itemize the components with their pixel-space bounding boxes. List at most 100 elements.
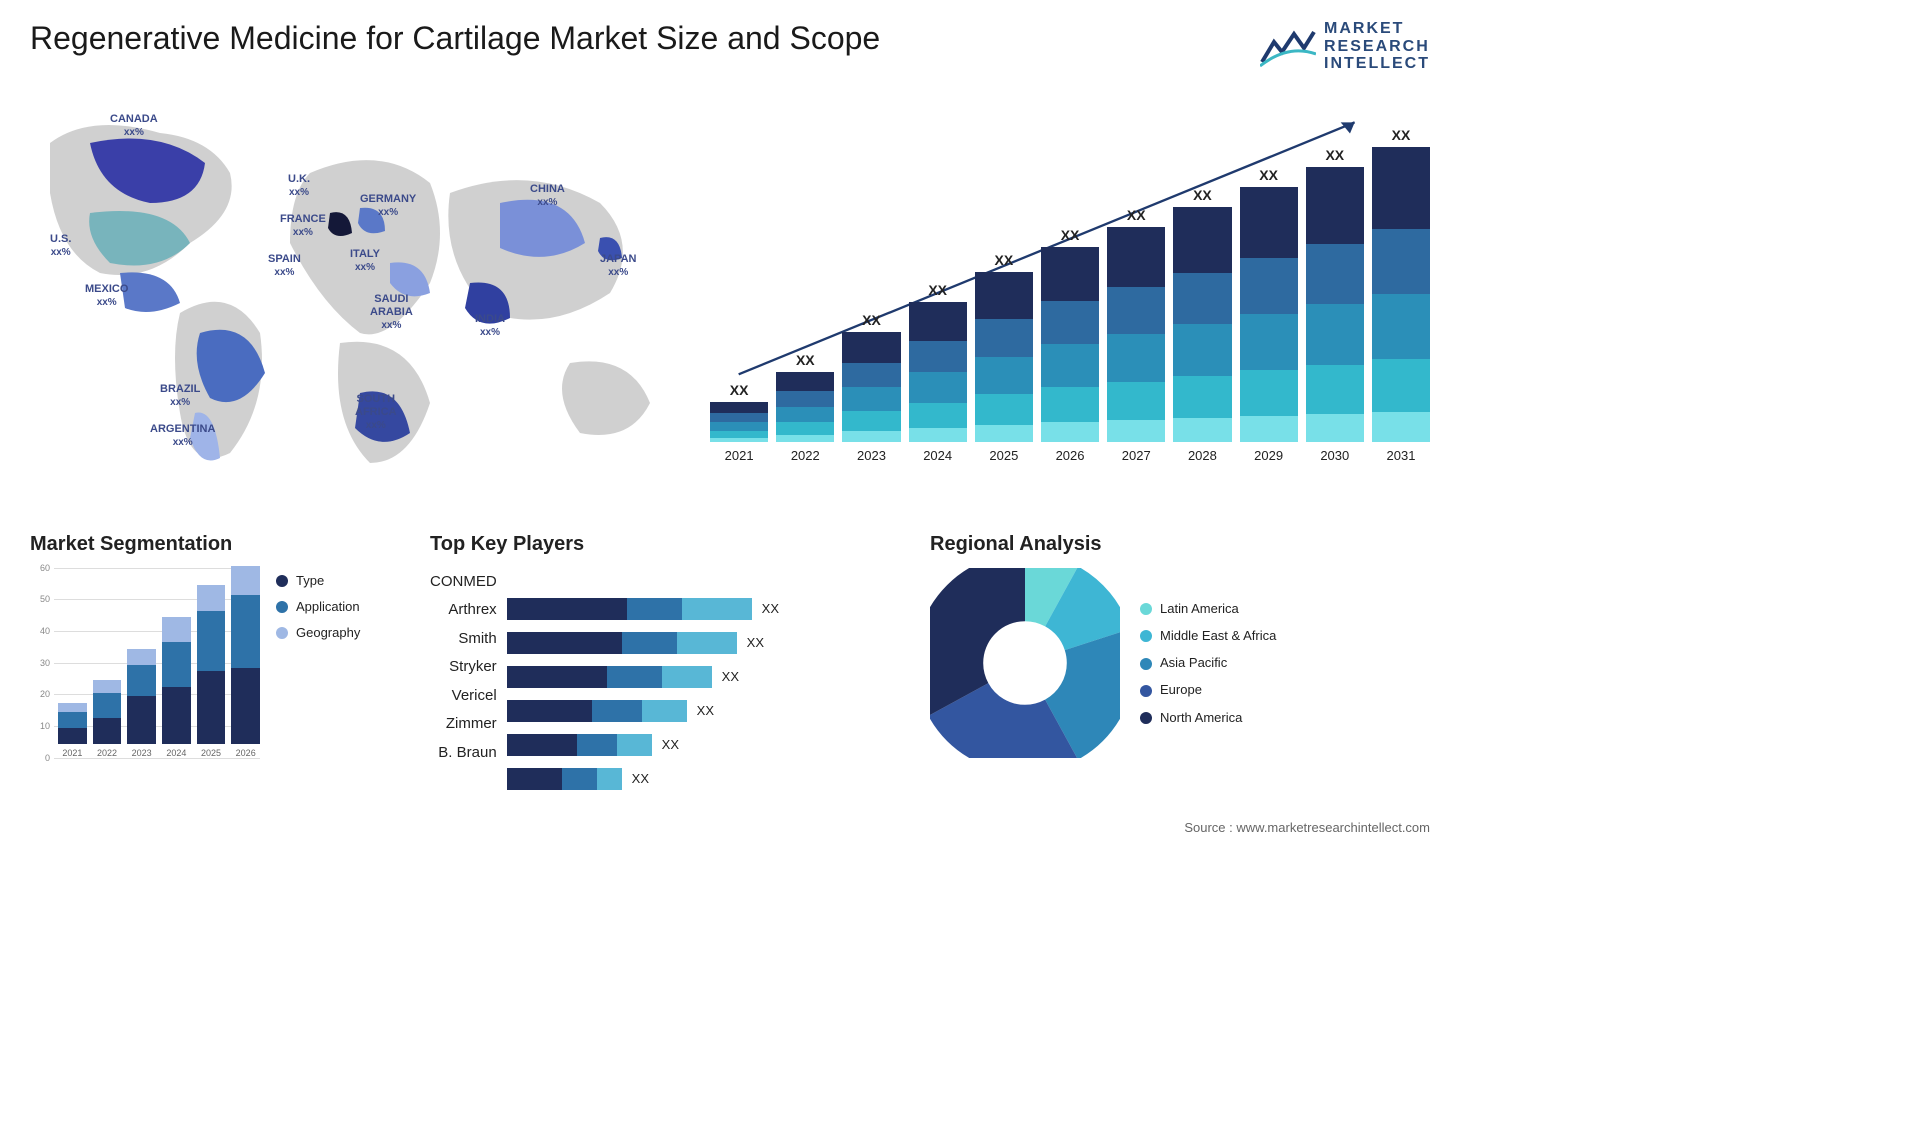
seg-bar-segment — [58, 712, 87, 728]
bar-segment — [1240, 370, 1298, 416]
bar-segment — [1041, 247, 1099, 302]
bar-value-label: XX — [1259, 167, 1278, 183]
map-label: BRAZILxx% — [160, 383, 200, 409]
market-size-bar-chart: XX2021XX2022XX2023XX2024XX2025XX2026XX20… — [710, 113, 1430, 493]
segmentation-section: Market Segmentation 0102030405060 202120… — [30, 533, 410, 800]
map-label: INDIAxx% — [475, 313, 505, 339]
segmentation-chart: 0102030405060 202120222023202420252026 — [30, 568, 260, 778]
player-hbar-row: XX — [507, 630, 787, 656]
bar-year-label: 2029 — [1254, 448, 1283, 463]
seg-bar-column: 2025 — [197, 585, 226, 757]
y-tick: 10 — [40, 721, 50, 731]
bar-year-label: 2023 — [857, 448, 886, 463]
bar-year-label: 2031 — [1387, 448, 1416, 463]
players-section: Top Key Players CONMEDArthrexSmithStryke… — [430, 533, 910, 800]
seg-bar-segment — [162, 617, 191, 642]
bar-segment — [909, 403, 967, 428]
seg-bar-column: 2023 — [127, 649, 156, 758]
bar-segment — [1306, 414, 1364, 442]
hbar-segment — [682, 598, 752, 620]
seg-bar-segment — [127, 649, 156, 665]
player-name: Smith — [430, 625, 497, 654]
bar-segment — [1173, 376, 1231, 418]
seg-bar-segment — [93, 718, 122, 743]
logo: MARKET RESEARCH INTELLECT — [1260, 20, 1430, 73]
bar-segment — [710, 413, 768, 422]
seg-bar-column: 2021 — [58, 703, 87, 758]
bar-segment — [975, 357, 1033, 394]
seg-bar-segment — [93, 693, 122, 718]
bar-segment — [842, 431, 900, 442]
seg-bar-segment — [197, 611, 226, 671]
bar-segment — [1107, 227, 1165, 287]
seg-bar-segment — [162, 642, 191, 686]
players-title: Top Key Players — [430, 533, 910, 556]
y-tick: 0 — [45, 753, 50, 763]
logo-line1: MARKET — [1324, 20, 1430, 38]
y-tick: 40 — [40, 626, 50, 636]
bar-year-label: 2024 — [923, 448, 952, 463]
legend-item: Type — [276, 568, 360, 594]
bar-segment — [1173, 324, 1231, 376]
bar-segment — [776, 372, 834, 392]
map-label: U.S.xx% — [50, 233, 71, 259]
map-label: CHINAxx% — [530, 183, 565, 209]
hbar-segment — [507, 734, 577, 756]
hbar-segment — [677, 632, 737, 654]
player-hbar-row: XX — [507, 732, 787, 758]
bar-year-label: 2030 — [1320, 448, 1349, 463]
hbar-segment — [507, 700, 592, 722]
y-tick: 30 — [40, 658, 50, 668]
bar-column: XX2024 — [909, 282, 967, 463]
hbar-segment — [592, 700, 642, 722]
hbar-segment — [662, 666, 712, 688]
bar-value-label: XX — [1061, 227, 1080, 243]
seg-x-label: 2025 — [201, 748, 221, 758]
bar-year-label: 2028 — [1188, 448, 1217, 463]
player-hbar-row: XX — [507, 664, 787, 690]
bar-value-label: XX — [1392, 127, 1411, 143]
bar-segment — [1173, 207, 1231, 273]
gridline — [54, 758, 260, 759]
map-label: ARGENTINAxx% — [150, 423, 215, 449]
bar-segment — [1041, 387, 1099, 422]
player-name: Stryker — [430, 653, 497, 682]
seg-bar-segment — [231, 566, 260, 595]
bar-segment — [842, 411, 900, 431]
bar-segment — [1107, 382, 1165, 421]
hbar-value: XX — [747, 635, 764, 650]
bar-column: XX2027 — [1107, 207, 1165, 463]
legend-item: Middle East & Africa — [1140, 622, 1276, 649]
bar-segment — [1240, 258, 1298, 314]
player-hbar-row: XX — [507, 766, 787, 792]
bar-column: XX2021 — [710, 382, 768, 463]
map-label: SOUTHAFRICAxx% — [355, 393, 397, 433]
hbar-value: XX — [632, 771, 649, 786]
bar-segment — [1107, 334, 1165, 381]
bar-segment — [1372, 294, 1430, 359]
bar-segment — [1041, 301, 1099, 344]
player-name: Zimmer — [430, 710, 497, 739]
seg-bar-segment — [231, 595, 260, 668]
seg-bar-column: 2022 — [93, 680, 122, 757]
bar-segment — [1240, 187, 1298, 258]
bar-segment — [975, 272, 1033, 320]
bar-segment — [1306, 365, 1364, 415]
seg-x-label: 2024 — [166, 748, 186, 758]
legend-item: Asia Pacific — [1140, 649, 1276, 676]
y-tick: 50 — [40, 594, 50, 604]
bar-year-label: 2021 — [725, 448, 754, 463]
seg-bar-segment — [93, 680, 122, 693]
seg-bar-segment — [162, 687, 191, 744]
seg-bar-segment — [58, 703, 87, 713]
players-names-list: CONMEDArthrexSmithStrykerVericelZimmerB.… — [430, 568, 497, 768]
bar-column: XX2023 — [842, 312, 900, 463]
y-tick: 20 — [40, 689, 50, 699]
bar-segment — [975, 425, 1033, 442]
seg-x-label: 2022 — [97, 748, 117, 758]
logo-line3: INTELLECT — [1324, 55, 1430, 73]
bar-year-label: 2026 — [1056, 448, 1085, 463]
segmentation-legend: TypeApplicationGeography — [276, 568, 360, 778]
bar-segment — [975, 319, 1033, 356]
bar-segment — [909, 372, 967, 403]
